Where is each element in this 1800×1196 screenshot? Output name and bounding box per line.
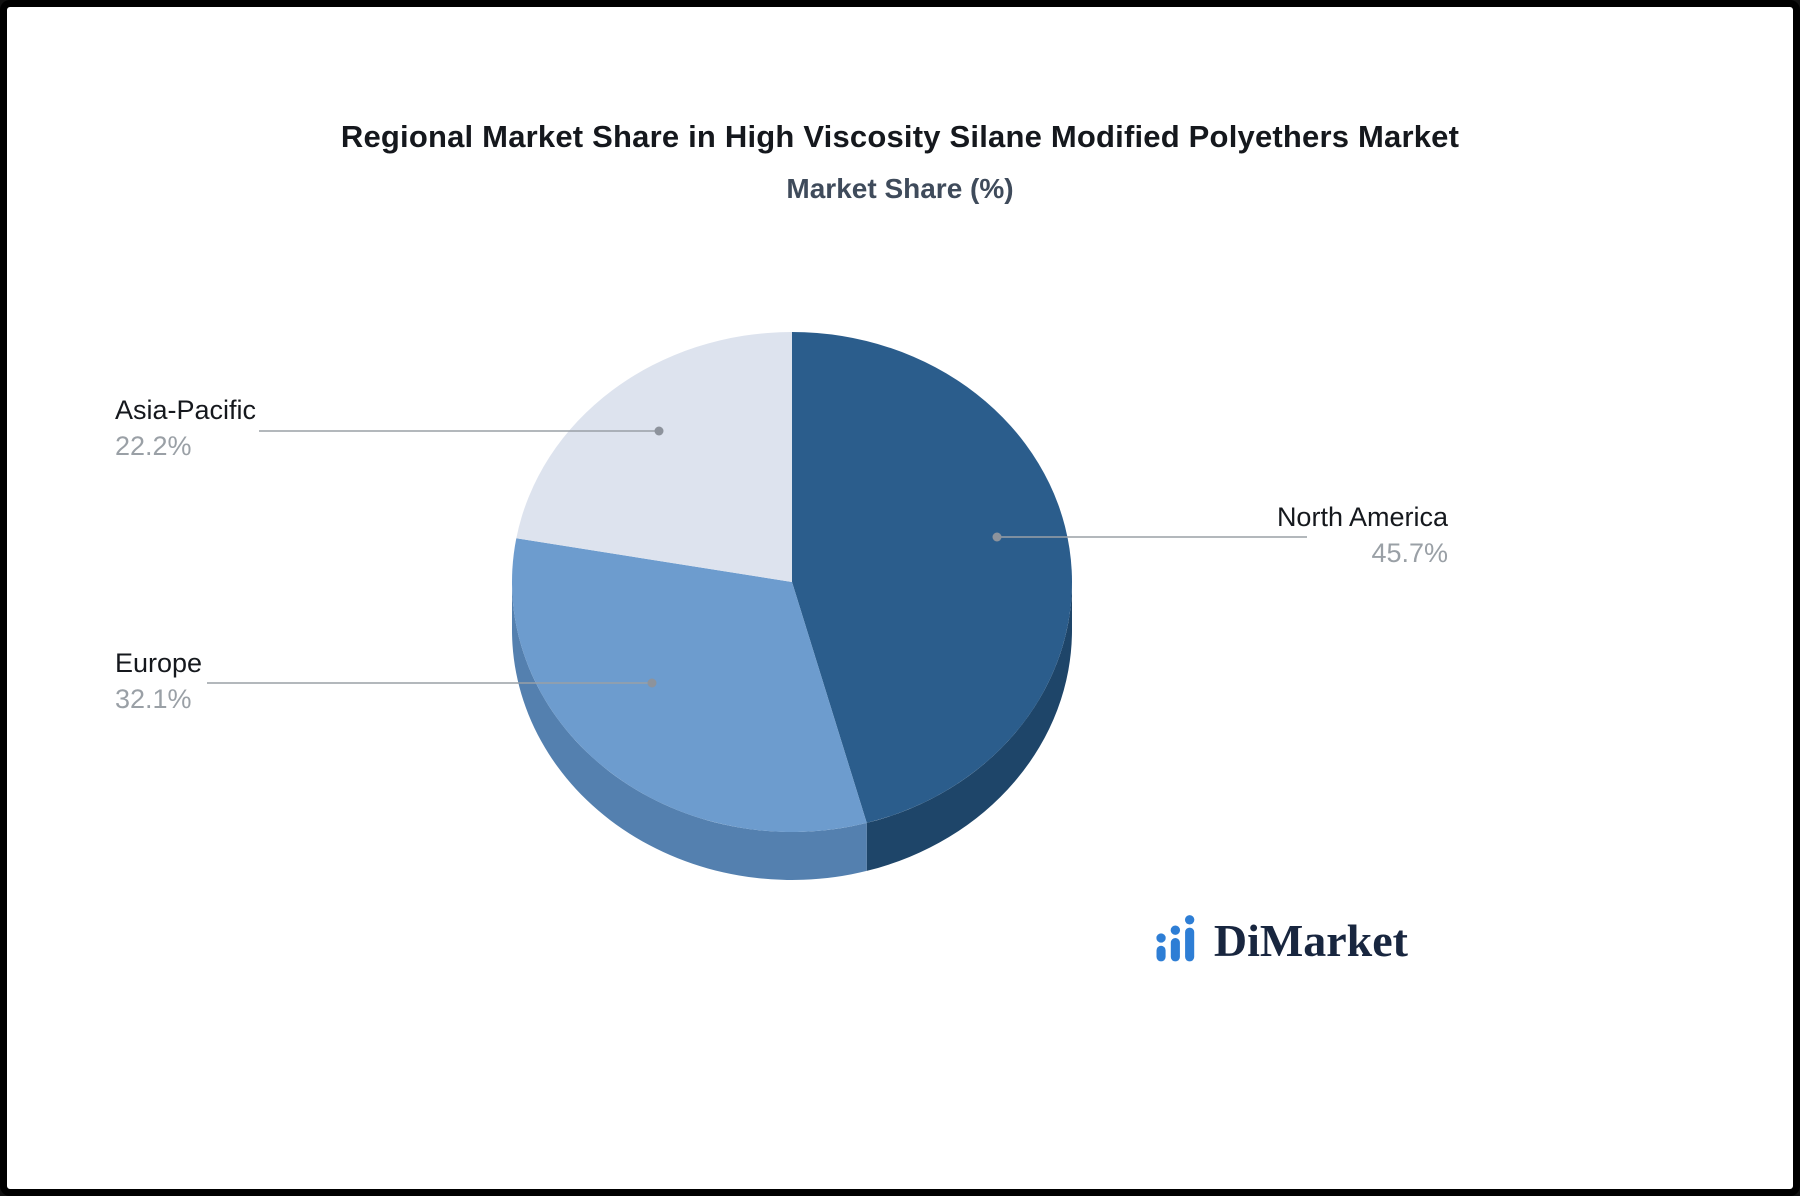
pie-slice-depth-north-america (866, 582, 1072, 871)
pie-slice-europe[interactable] (512, 538, 867, 832)
chart-subtitle: Market Share (%) (786, 173, 1014, 204)
brand-name: DiMarket (1213, 915, 1408, 966)
brand-icon-bar (1170, 938, 1180, 962)
leader-dot-asia-pacific (654, 426, 664, 436)
brand-icon-dot (1184, 915, 1195, 925)
slice-label-asia-pacific: Asia-Pacific (115, 395, 257, 425)
slice-value-asia-pacific: 22.2% (115, 431, 192, 461)
brand-icon-bar (1184, 927, 1195, 962)
brand-icon-dot (1170, 925, 1180, 935)
leader-dot-europe (647, 678, 657, 688)
brand-logo: DiMarket (1150, 912, 1408, 964)
slice-label-europe: Europe (115, 648, 203, 678)
pie-chart-canvas (207, 332, 1307, 880)
brand-icon-bar (1156, 945, 1166, 962)
chart-title: Regional Market Share in High Viscosity … (340, 119, 1460, 154)
pie-slice-depth-europe (512, 582, 867, 880)
slice-label-north-america: North America (1276, 502, 1448, 532)
slice-value-europe: 32.1% (115, 684, 192, 714)
leader-dot-north-america (992, 532, 1002, 542)
brand-icon-dot (1156, 933, 1166, 943)
slice-value-north-america: 45.7% (1371, 538, 1448, 568)
pie-slice-asia-pacific[interactable] (516, 332, 792, 582)
bar-chart-dots-icon (1156, 915, 1195, 962)
pie-slice-north-america[interactable] (792, 332, 1072, 823)
